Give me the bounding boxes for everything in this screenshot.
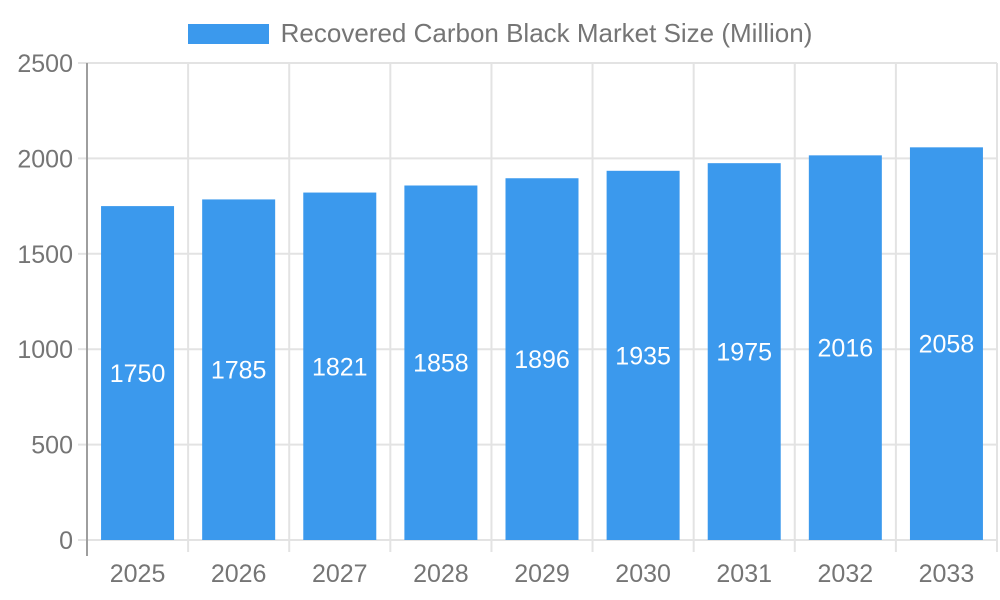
x-axis-label: 2030 <box>615 560 671 588</box>
chart-legend[interactable]: Recovered Carbon Black Market Size (Mill… <box>0 18 1000 49</box>
x-axis-label: 2033 <box>919 560 975 588</box>
bar-value-label: 1935 <box>615 342 671 370</box>
y-axis-label: 1500 <box>17 241 73 269</box>
x-axis-label: 2025 <box>110 560 166 588</box>
y-axis-label: 500 <box>31 432 73 460</box>
bar <box>404 185 478 541</box>
y-axis-label: 2500 <box>17 50 73 78</box>
x-axis-label: 2031 <box>716 560 772 588</box>
x-axis-label: 2027 <box>312 560 368 588</box>
bar <box>101 206 175 540</box>
bar <box>202 199 276 540</box>
bar-value-label: 1785 <box>211 357 267 385</box>
bar-value-label: 1975 <box>716 339 772 367</box>
bar-value-label: 1750 <box>110 360 166 388</box>
x-axis-label: 2026 <box>211 560 267 588</box>
y-axis-label: 0 <box>59 527 73 555</box>
bar-value-label: 1896 <box>514 346 570 374</box>
bar <box>303 192 377 540</box>
y-axis-label: 2000 <box>17 145 73 173</box>
bar-value-label: 2058 <box>919 331 975 359</box>
bar-value-label: 2016 <box>818 335 874 363</box>
legend-label: Recovered Carbon Black Market Size (Mill… <box>280 18 813 48</box>
bar <box>505 178 579 540</box>
bar <box>808 155 882 540</box>
y-axis-label: 1000 <box>17 336 73 364</box>
legend-swatch-icon <box>187 23 269 44</box>
bar <box>606 170 680 540</box>
bar-value-label: 1821 <box>312 353 368 381</box>
bar <box>909 147 983 540</box>
bar <box>707 163 781 541</box>
x-axis-label: 2028 <box>413 560 469 588</box>
x-axis-label: 2029 <box>514 560 570 588</box>
bar-value-label: 1858 <box>413 350 469 378</box>
x-axis-label: 2032 <box>818 560 874 588</box>
